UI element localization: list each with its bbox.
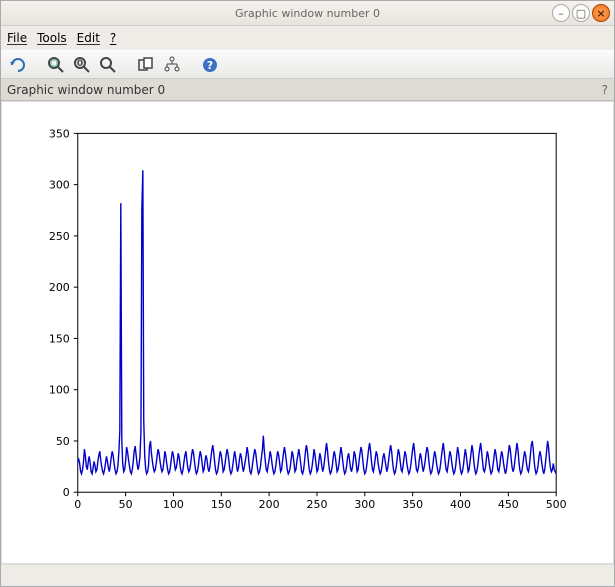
svg-text:50: 50 [56, 435, 70, 448]
svg-text:500: 500 [546, 498, 567, 511]
zoom-out-icon[interactable] [97, 54, 119, 76]
svg-text:50: 50 [119, 498, 133, 511]
svg-text:350: 350 [49, 127, 70, 140]
zoom-in-icon[interactable]: 0 [71, 54, 93, 76]
menu-file[interactable]: File [7, 31, 27, 45]
status-help-icon[interactable]: ? [602, 83, 608, 97]
bottom-bar [1, 564, 614, 586]
svg-text:450: 450 [498, 498, 519, 511]
titlebar[interactable]: Graphic window number 0 – ▢ × [1, 1, 614, 26]
tree-icon[interactable] [161, 54, 183, 76]
svg-text:250: 250 [49, 230, 70, 243]
app-window: Graphic window number 0 – ▢ × File Tools… [0, 0, 615, 587]
svg-text:0: 0 [74, 498, 81, 511]
svg-text:100: 100 [163, 498, 184, 511]
svg-text:150: 150 [211, 498, 232, 511]
minimize-button[interactable]: – [552, 4, 570, 22]
svg-text:400: 400 [450, 498, 471, 511]
svg-text:150: 150 [49, 332, 70, 345]
toolbar: 0 ? [1, 50, 614, 79]
svg-text:0: 0 [77, 59, 83, 69]
svg-text:250: 250 [307, 498, 328, 511]
rotate-icon[interactable] [7, 54, 29, 76]
menu-help[interactable]: ? [110, 31, 116, 45]
close-button[interactable]: × [592, 4, 610, 22]
status-bar: Graphic window number 0 ? [1, 79, 614, 101]
zoom-fit-icon[interactable] [45, 54, 67, 76]
menu-tools[interactable]: Tools [37, 31, 67, 45]
svg-text:100: 100 [49, 384, 70, 397]
window-controls: – ▢ × [552, 4, 610, 22]
menu-edit[interactable]: Edit [77, 31, 100, 45]
svg-text:350: 350 [402, 498, 423, 511]
svg-text:0: 0 [63, 486, 70, 499]
svg-text:?: ? [207, 59, 213, 72]
help-icon[interactable]: ? [199, 54, 221, 76]
status-label: Graphic window number 0 [7, 83, 165, 97]
window-title: Graphic window number 0 [1, 7, 614, 20]
maximize-button[interactable]: ▢ [572, 4, 590, 22]
svg-text:200: 200 [259, 498, 280, 511]
svg-text:300: 300 [49, 179, 70, 192]
menubar: File Tools Edit ? [1, 26, 614, 50]
pan-icon[interactable] [135, 54, 157, 76]
svg-text:300: 300 [354, 498, 375, 511]
svg-text:200: 200 [49, 281, 70, 294]
line-chart: 0 50 100 150 200 250 300 350 0 50 100 150 200 250 300 3… [2, 102, 613, 563]
plot-area: 0 50 100 150 200 250 300 350 0 50 100 150 200 250 300 3… [1, 101, 614, 564]
